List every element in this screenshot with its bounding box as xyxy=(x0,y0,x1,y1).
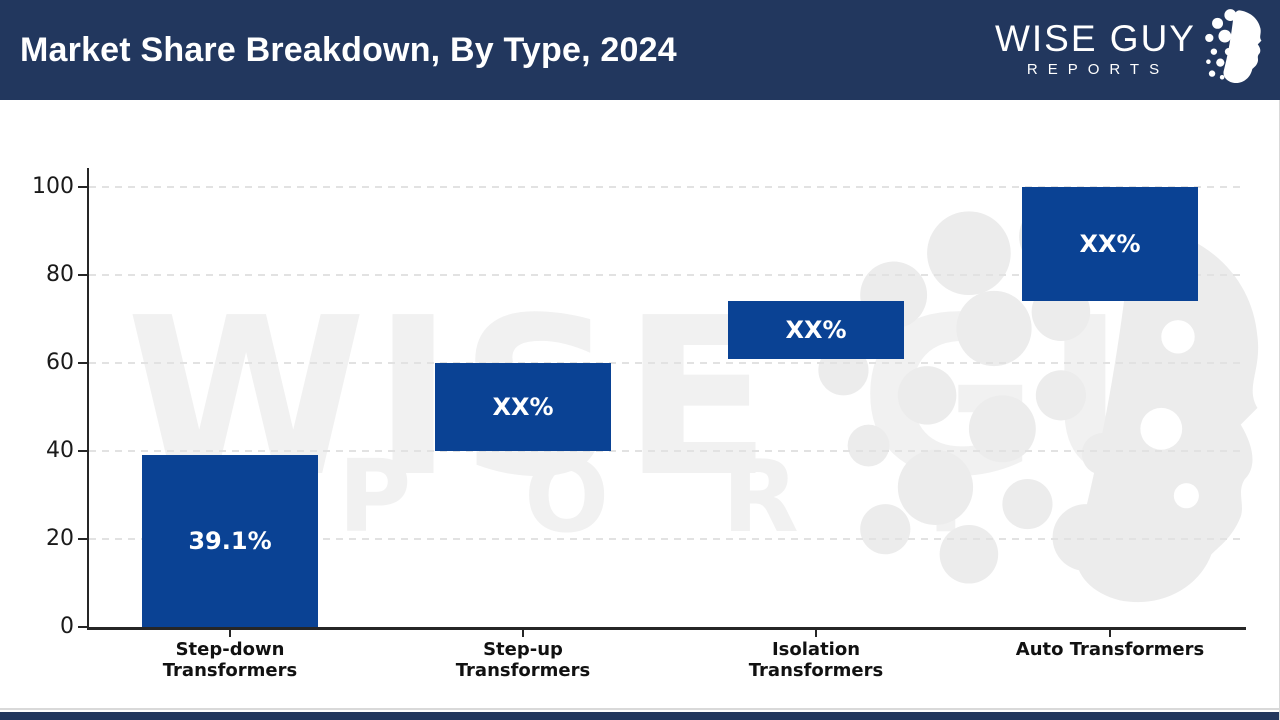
bar-auto-transformers: XX% xyxy=(1022,187,1198,302)
x-axis-category-label: Step-up Transformers xyxy=(383,639,663,681)
wiseguy-logo: WISE GUY REPORTS xyxy=(995,8,1266,88)
y-tick-label: 20 xyxy=(46,526,74,551)
y-tick-label: 0 xyxy=(60,614,74,639)
y-tick xyxy=(78,186,87,188)
x-axis-category-line: Transformers xyxy=(455,660,591,681)
x-axis-category-line: Auto Transformers xyxy=(1015,639,1205,660)
x-tick xyxy=(522,630,524,637)
bar-step-down-transformers: 39.1% xyxy=(142,454,318,627)
x-axis-category-label: Isolation Transformers xyxy=(676,639,956,681)
logo-subtitle: REPORTS xyxy=(1026,60,1170,78)
x-axis-category-line: Step-down xyxy=(175,639,285,660)
x-axis-category-line: Isolation xyxy=(771,639,861,660)
y-tick-label: 100 xyxy=(32,174,74,199)
x-tick xyxy=(1109,630,1111,637)
y-tick xyxy=(78,538,87,540)
y-tick xyxy=(78,450,87,452)
y-tick-label: 40 xyxy=(46,438,74,463)
bar-step-up-transformers: XX% xyxy=(435,363,611,451)
y-tick-label: 60 xyxy=(46,350,74,375)
x-tick xyxy=(815,630,817,637)
bar-isolation-transformers: XX% xyxy=(728,301,904,359)
x-axis-line xyxy=(87,627,1246,630)
logo-wordmark: WISE GUY xyxy=(994,17,1196,59)
chart-area: WISE GU P O R T S 0 20 40 60 8 xyxy=(0,100,1280,710)
gridline xyxy=(89,186,1245,188)
footer-bar xyxy=(0,712,1280,720)
gridline xyxy=(89,450,1245,452)
gridline xyxy=(89,274,1245,276)
x-axis-category-line: Step-up xyxy=(483,639,563,660)
x-tick xyxy=(229,630,231,637)
bar-value-label: 39.1% xyxy=(188,526,272,555)
logo-text: WISE GUY REPORTS xyxy=(994,17,1196,78)
y-tick xyxy=(78,362,87,364)
x-axis-category-label: Step-down Transformers xyxy=(90,639,370,681)
y-tick xyxy=(78,626,87,628)
x-axis-category-line: Transformers xyxy=(162,660,298,681)
gridline xyxy=(89,362,1245,364)
chart-title: Market Share Breakdown, By Type, 2024 xyxy=(20,30,677,69)
y-tick xyxy=(78,274,87,276)
x-axis-category-label: Auto Transformers xyxy=(970,639,1250,660)
bottom-hairline xyxy=(0,708,1280,710)
logo-face-icon xyxy=(1205,9,1262,84)
bar-value-label: XX% xyxy=(492,393,554,421)
y-axis-line xyxy=(87,168,89,629)
bar-value-label: XX% xyxy=(1079,230,1141,259)
x-axis-category-line: Transformers xyxy=(748,660,884,681)
header-bar: Market Share Breakdown, By Type, 2024 WI… xyxy=(0,0,1280,100)
y-tick-label: 80 xyxy=(46,262,74,287)
gridline xyxy=(89,538,1245,540)
bar-value-label: XX% xyxy=(785,315,847,344)
